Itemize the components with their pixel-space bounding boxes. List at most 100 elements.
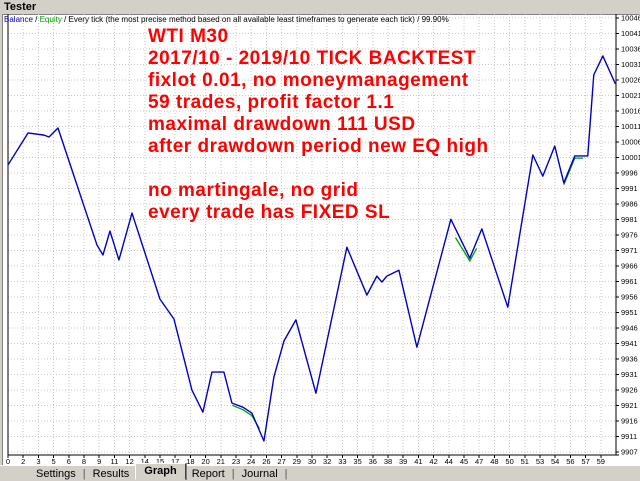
y-tick-label: 10016	[621, 107, 640, 116]
tab-separator: |	[82, 467, 86, 480]
y-tick-label: 9991	[621, 184, 638, 193]
y-tick-label: 9916	[621, 417, 638, 426]
y-tick-label: 10021	[621, 91, 640, 100]
x-tick-label: 44	[445, 457, 453, 466]
y-tick-label: 9951	[621, 308, 638, 317]
annotation-text: WTI M30 2017/10 - 2019/10 TICK BACKTEST …	[148, 26, 489, 224]
annotation-line: 2017/10 - 2019/10 TICK BACKTEST	[148, 48, 477, 69]
y-tick-label: 9961	[621, 277, 638, 286]
x-tick-label: 17	[171, 457, 179, 466]
x-tick-label: 53	[536, 457, 544, 466]
model-description: Every tick (the most precise method base…	[68, 15, 415, 24]
y-tick-label: 9971	[621, 246, 638, 255]
y-tick-label: 10001	[621, 153, 640, 162]
y-tick-label: 9931	[621, 370, 638, 379]
y-tick-label: 9996	[621, 169, 638, 178]
x-tick-label: 54	[551, 457, 559, 466]
y-tick-label: 9926	[621, 386, 638, 395]
y-tick-label: 10026	[621, 76, 640, 85]
annotation-line: WTI M30	[148, 26, 229, 47]
y-tick-label: 9966	[621, 262, 638, 271]
balance-legend-label: Balance	[4, 15, 33, 24]
x-tick-label: 50	[505, 457, 513, 466]
x-tick-label: 41	[414, 457, 422, 466]
x-tick-label: 20	[201, 457, 209, 466]
y-tick-label: 9956	[621, 293, 638, 302]
x-tick-label: 35	[353, 457, 361, 466]
header-separator: /	[32, 15, 40, 24]
x-tick-label: 33	[338, 457, 346, 466]
x-tick-label: 5	[52, 457, 56, 466]
y-tick-label: 9986	[621, 200, 638, 209]
tab-report[interactable]: Report	[191, 467, 225, 480]
equity-line	[454, 237, 478, 263]
annotation-line	[148, 158, 489, 180]
tab-results[interactable]: Results	[92, 467, 130, 480]
x-tick-label: 18	[186, 457, 194, 466]
x-tick-label: 23	[232, 457, 240, 466]
equity-legend-label: Equity	[39, 15, 62, 24]
x-tick-label: 30	[308, 457, 316, 466]
x-tick-label: 56	[566, 457, 574, 466]
annotation-line: after drawdown period new EQ high	[148, 136, 489, 157]
window-title: Tester	[4, 1, 37, 13]
y-tick-label: 9941	[621, 339, 638, 348]
tab-journal[interactable]: Journal	[241, 467, 278, 480]
modelling-quality: 99.90%	[421, 15, 449, 24]
y-tick-label: 9921	[621, 401, 638, 410]
y-tick-label: 10036	[621, 45, 640, 54]
x-tick-label: 15	[156, 457, 164, 466]
x-tick-label: 47	[475, 457, 483, 466]
x-tick-label: 14	[141, 457, 149, 466]
x-tick-label: 36	[369, 457, 377, 466]
x-tick-label: 57	[581, 457, 589, 466]
x-tick-label: 29	[293, 457, 301, 466]
y-tick-label: 10011	[621, 122, 640, 131]
header-separator: /	[414, 15, 422, 24]
x-tick-label: 51	[521, 457, 529, 466]
annotation-line: no martingale, no grid	[148, 180, 359, 201]
x-tick-label: 59	[597, 457, 605, 466]
x-tick-label: 21	[217, 457, 225, 466]
y-tick-label: 10046	[621, 14, 640, 23]
x-tick-label: 3	[36, 457, 40, 466]
y-tick-label: 9981	[621, 215, 638, 224]
annotation-line: fixlot 0.01, no moneymanagement	[148, 70, 469, 91]
x-tick-label: 39	[399, 457, 407, 466]
y-tick-label: 9946	[621, 324, 638, 333]
annotation-line: 59 trades, profit factor 1.1	[148, 92, 395, 113]
tab-settings[interactable]: Settings	[36, 467, 76, 480]
chart-header: Balance / Equity / Every tick (the most …	[4, 15, 449, 24]
tester-tabs: Settings | Results Graph Report | Journa…	[0, 463, 640, 481]
tab-separator: |	[284, 467, 288, 480]
x-tick-label: 38	[384, 457, 392, 466]
equity-line	[563, 157, 584, 186]
y-tick-label: 10006	[621, 138, 640, 147]
x-tick-label: 12	[125, 457, 133, 466]
y-tick-label: 9907	[621, 448, 638, 457]
x-tick-label: 0	[6, 457, 10, 466]
graph-panel	[2, 14, 640, 466]
x-tick-label: 9	[97, 457, 101, 466]
header-separator: /	[61, 15, 69, 24]
tab-separator: |	[231, 467, 235, 480]
x-tick-label: 48	[490, 457, 498, 466]
x-tick-label: 2	[21, 457, 25, 466]
x-tick-label: 26	[262, 457, 270, 466]
x-tick-label: 8	[82, 457, 86, 466]
y-tick-label: 10031	[621, 60, 640, 69]
y-tick-label: 10041	[621, 29, 640, 38]
x-tick-label: 27	[277, 457, 285, 466]
x-tick-label: 42	[429, 457, 437, 466]
tab-graph[interactable]: Graph	[135, 463, 186, 480]
balance-line	[7, 55, 617, 442]
annotation-line: every trade has FIXED SL	[148, 202, 391, 223]
x-tick-label: 11	[111, 457, 119, 466]
y-tick-label: 9976	[621, 231, 638, 240]
y-tick-label: 9936	[621, 355, 638, 364]
x-tick-label: 45	[460, 457, 468, 466]
x-tick-label: 24	[247, 457, 255, 466]
x-tick-label: 32	[323, 457, 331, 466]
